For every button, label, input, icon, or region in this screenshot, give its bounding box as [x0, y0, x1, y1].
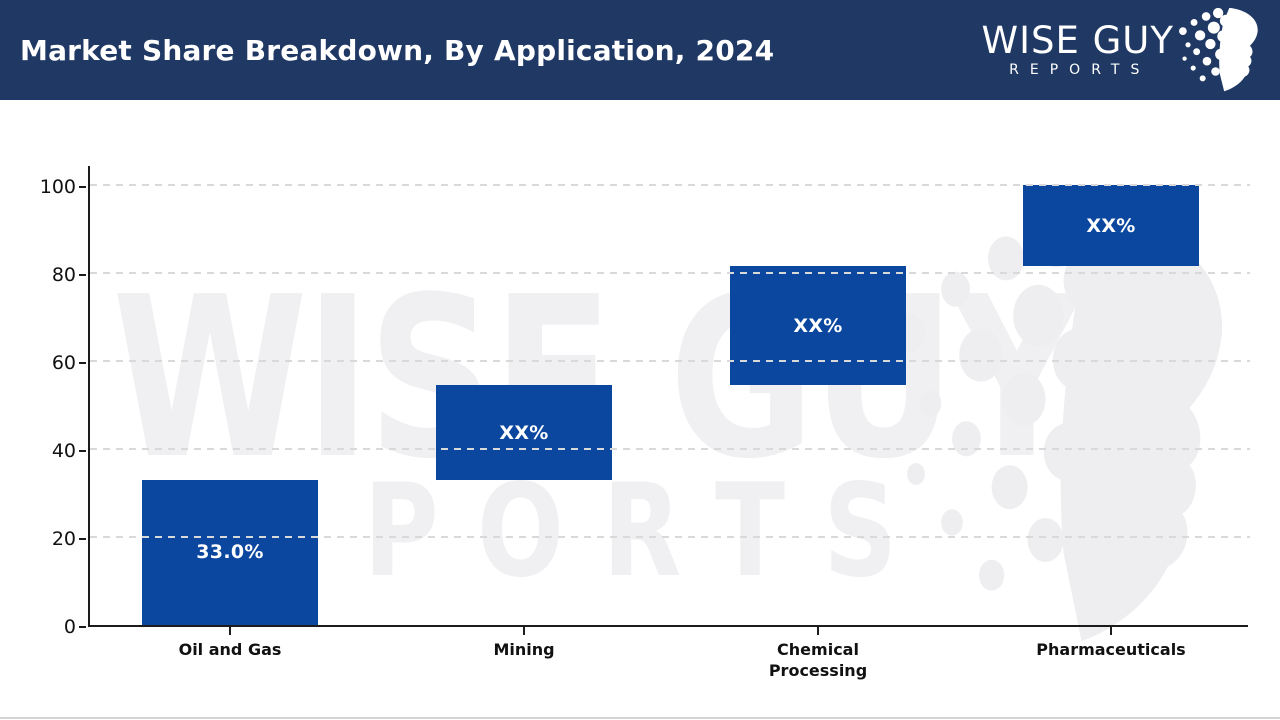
y-axis-tick-label: 100: [39, 176, 76, 198]
bar-value-label: XX%: [793, 314, 843, 337]
x-axis-category-label: Oil and Gas: [178, 640, 282, 659]
y-axis-tick-label: 20: [51, 528, 76, 550]
wise-guy-logo: WISE GUY REPORTS: [982, 7, 1262, 93]
x-axis-category-label: Pharmaceuticals: [1036, 640, 1186, 659]
gridline: [90, 184, 1250, 186]
x-axis-tick: [1110, 627, 1112, 635]
bar-segment: XX%: [730, 266, 906, 386]
bottom-divider: [0, 717, 1280, 719]
gridline: [90, 360, 1250, 362]
x-axis-category-label: Chemical Processing: [768, 640, 868, 680]
header-bar: Market Share Breakdown, By Application, …: [0, 0, 1280, 100]
y-axis-tick: [79, 274, 86, 276]
plot-area: 33.0% XX% XX% XX%: [88, 166, 1250, 627]
y-axis-tick: [79, 186, 86, 188]
logo-text: WISE GUY REPORTS: [981, 19, 1174, 78]
gridline: [90, 272, 1250, 274]
y-axis-tick-label: 0: [63, 616, 76, 638]
y-axis-tick: [79, 450, 86, 452]
bar-value-label: 33.0%: [196, 541, 264, 564]
bar-segment: 33.0%: [142, 479, 318, 625]
y-axis-tick: [79, 626, 86, 628]
y-axis-tick: [79, 538, 86, 540]
y-axis-tick-label: 80: [51, 264, 76, 286]
y-axis-tick-label: 40: [51, 440, 76, 462]
bar-value-label: XX%: [1086, 214, 1136, 237]
logo-subtitle: REPORTS: [1009, 61, 1151, 78]
gridline: [90, 448, 1250, 450]
y-axis-tick-label: 60: [51, 352, 76, 374]
page-title: Market Share Breakdown, By Application, …: [20, 33, 775, 67]
gridline: [90, 536, 1250, 538]
watermark-face-icon: [892, 214, 1223, 642]
logo-wordmark: WISE GUY: [981, 19, 1174, 63]
bar-segment: XX%: [436, 385, 612, 480]
x-axis-tick: [817, 627, 819, 635]
x-axis-tick: [229, 627, 231, 635]
bar-segment: XX%: [1023, 185, 1199, 267]
x-axis-category-label: Mining: [493, 640, 555, 659]
x-axis-tick: [523, 627, 525, 635]
chart-area: 33.0% XX% XX% XX% 0 20 40 60 80 100 Oil and Gas Mi…: [0, 100, 1280, 718]
dotted-face-icon: [1179, 7, 1258, 92]
bar-value-label: XX%: [499, 421, 549, 444]
y-axis-tick: [79, 362, 86, 364]
